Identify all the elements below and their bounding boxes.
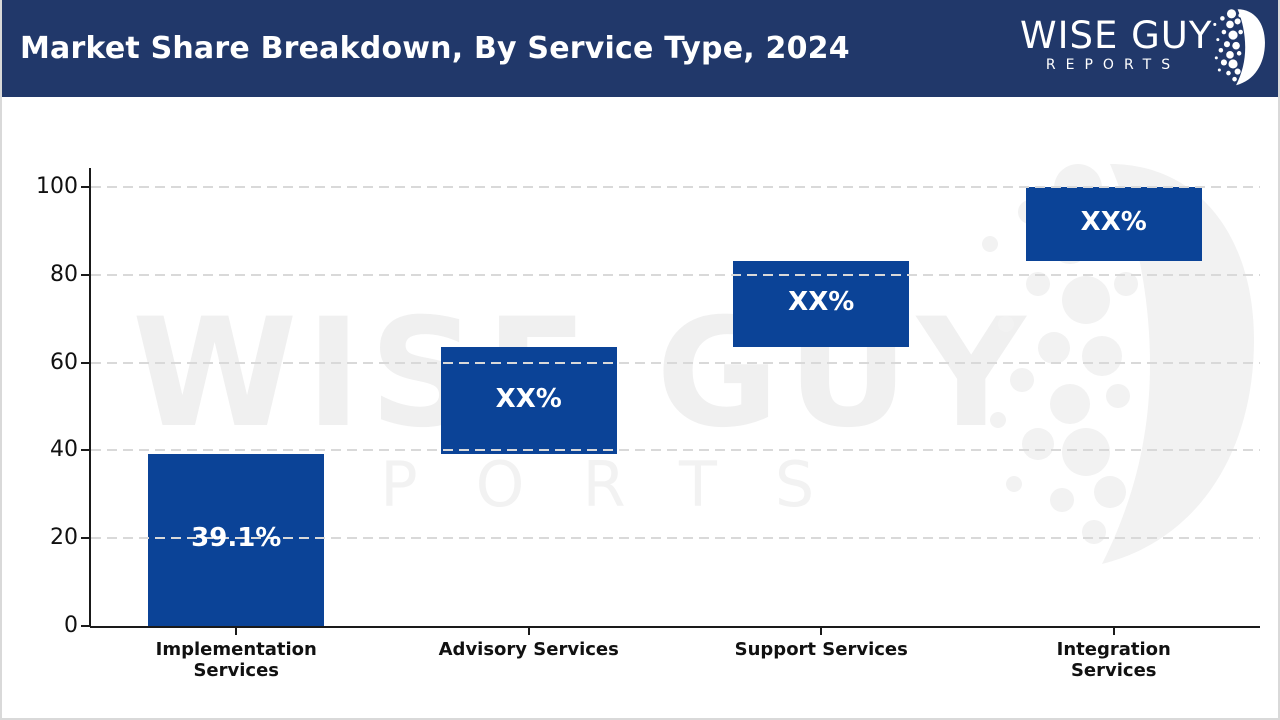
- gridline: [91, 537, 1260, 540]
- wise-guy-logo: WISE GUY REPORTS: [1020, 0, 1270, 97]
- bar-value-label: 39.1%: [191, 523, 282, 554]
- y-tick-mark: [81, 361, 89, 364]
- y-tick-label: 60: [50, 349, 78, 375]
- x-axis-line: [90, 626, 1260, 628]
- x-tick-mark: [235, 628, 238, 635]
- logo-face-icon: [1213, 9, 1265, 86]
- x-tick-mark: [1112, 628, 1115, 635]
- y-tick-label: 0: [64, 613, 78, 638]
- y-tick-label: 40: [50, 437, 78, 463]
- gridline: [91, 186, 1260, 188]
- y-tick-mark: [81, 186, 89, 188]
- bar-value-label: XX%: [1080, 207, 1147, 238]
- y-tick-label: 100: [36, 174, 78, 199]
- x-tick-mark: [527, 628, 530, 635]
- x-category-label: Advisory Services: [438, 639, 619, 660]
- x-tick-mark: [820, 628, 823, 635]
- y-tick-mark: [81, 537, 89, 540]
- y-tick-mark: [81, 273, 89, 276]
- header-bar: Market Share Breakdown, By Service Type,…: [2, 0, 1278, 97]
- y-tick-label: 80: [50, 261, 78, 287]
- gridline: [91, 449, 1260, 452]
- x-category-label: Integration Services: [1056, 639, 1171, 681]
- x-category-label: Implementation Services: [155, 639, 317, 681]
- y-tick-mark: [81, 449, 89, 452]
- y-axis-line: [89, 168, 91, 627]
- bar-segment: [440, 347, 617, 455]
- bar-segment: [1025, 187, 1202, 262]
- gridline: [91, 361, 1260, 364]
- chart-title: Market Share Breakdown, By Service Type,…: [20, 31, 850, 66]
- logo-text: WISE GUY REPORTS: [1020, 14, 1213, 74]
- bar-value-label: XX%: [495, 383, 562, 414]
- bar-segment: [148, 454, 325, 626]
- y-tick-label: 20: [50, 525, 78, 551]
- logo-wordmark: WISE GUY: [1020, 14, 1213, 57]
- x-category-label: Support Services: [734, 639, 908, 660]
- gridline: [91, 273, 1260, 276]
- bar-value-label: XX%: [788, 287, 855, 318]
- y-tick-mark: [81, 625, 89, 627]
- logo-subtitle: REPORTS: [1045, 57, 1181, 73]
